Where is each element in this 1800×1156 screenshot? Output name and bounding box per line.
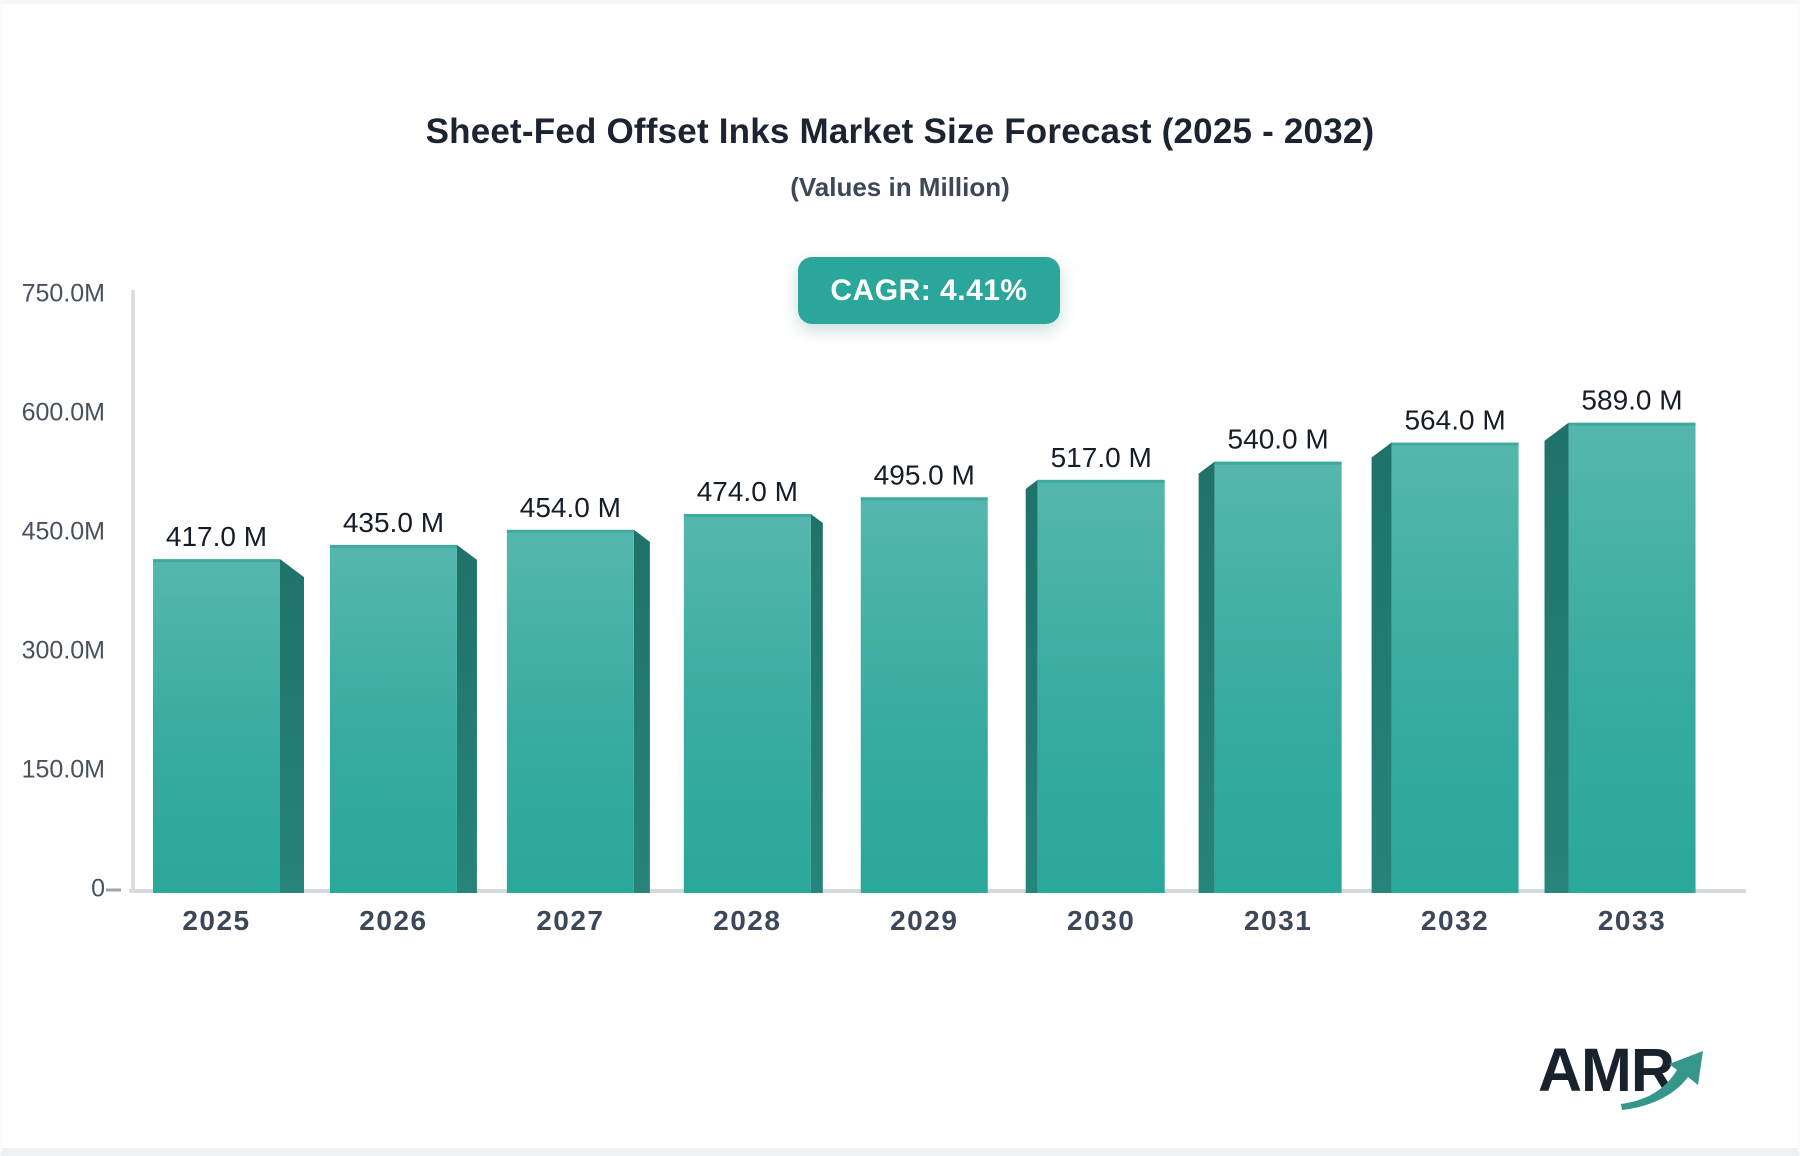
x-tick-label: 2028 <box>713 905 781 936</box>
bar-front-face <box>1037 479 1165 893</box>
cagr-badge: CAGR: 4.41% <box>798 257 1060 324</box>
bar-side-face <box>280 559 304 893</box>
growth-arrow-icon <box>1621 1051 1703 1110</box>
bar-group-2026: 435.0 M 2026 <box>329 507 477 936</box>
bar-chart: 0 150.0M 300.0M 450.0M 600.0M 750.0M 417.0 M 20… <box>22 280 1746 936</box>
bar-top-edge <box>1391 442 1519 446</box>
bar-side-face <box>1544 422 1569 893</box>
bar-group-2025: 417.0 M 2025 <box>153 521 304 936</box>
y-tick-label: 750.0M <box>22 280 105 308</box>
bar-group-2027: 454.0 M 2027 <box>506 492 650 936</box>
amr-logo: AMR <box>1538 1040 1738 1112</box>
bar-value-label: 435.0 M <box>343 507 444 538</box>
y-tick-label: 450.0M <box>22 518 105 546</box>
bar-value-label: 564.0 M <box>1404 405 1505 436</box>
bar-side-face <box>1025 479 1038 893</box>
bar-value-label: 495.0 M <box>874 459 975 490</box>
y-tick-label: 300.0M <box>22 637 105 665</box>
bar-top-edge <box>1037 479 1165 483</box>
x-tick-label: 2027 <box>536 905 604 936</box>
bar-group-2029: 495.0 M 2029 <box>860 459 988 936</box>
bar-group-2030: 517.0 M 2030 <box>1025 442 1165 936</box>
bar-side-face <box>633 529 650 893</box>
bar-value-label: 589.0 M <box>1581 385 1682 416</box>
y-tick-label: 600.0M <box>22 399 105 427</box>
bar-top-edge <box>329 544 457 548</box>
bar-top-edge <box>506 529 634 533</box>
bar-group-2028: 474.0 M 2028 <box>683 476 823 936</box>
chart-title: Sheet-Fed Offset Inks Market Size Foreca… <box>425 112 1375 151</box>
bar-group-2033: 589.0 M 2033 <box>1544 385 1696 936</box>
x-tick-label: 2032 <box>1421 905 1489 936</box>
bar-value-label: 417.0 M <box>166 521 267 552</box>
bar-front-face <box>1391 442 1519 893</box>
bar-front-face <box>1214 461 1342 893</box>
cagr-label: CAGR: 4.41% <box>830 273 1028 307</box>
bar-front-face <box>1568 422 1696 893</box>
bar-value-label: 454.0 M <box>520 492 621 523</box>
bar-front-face <box>506 529 634 893</box>
y-tick-label: 150.0M <box>22 756 105 784</box>
bar-top-edge <box>1214 461 1342 465</box>
chart-subtitle: (Values in Million) <box>790 172 1010 202</box>
bar-value-label: 474.0 M <box>697 476 798 507</box>
bar-front-face <box>860 497 988 893</box>
bar-side-face <box>810 513 823 893</box>
amr-logo-text: AMR <box>1538 1036 1675 1104</box>
bar-top-edge <box>1568 422 1696 426</box>
bar-top-edge <box>153 559 280 563</box>
bar-side-face <box>456 544 477 893</box>
y-tick-label: 0 <box>91 875 105 903</box>
bar-side-face <box>1371 442 1392 893</box>
bar-side-face <box>1198 461 1215 893</box>
x-tick-label: 2026 <box>359 905 427 936</box>
x-tick-label: 2030 <box>1067 905 1135 936</box>
bar-top-edge <box>860 497 988 501</box>
x-tick-label: 2033 <box>1598 905 1666 936</box>
bar-value-label: 540.0 M <box>1228 424 1329 455</box>
bar-front-face <box>683 513 811 893</box>
bar-value-label: 517.0 M <box>1051 442 1152 473</box>
x-tick-label: 2025 <box>182 905 250 936</box>
bar-group-2032: 564.0 M 2032 <box>1371 405 1519 936</box>
x-tick-label: 2029 <box>890 905 958 936</box>
bar-group-2031: 540.0 M 2031 <box>1198 424 1342 936</box>
bar-front-face <box>153 559 280 893</box>
x-tick-label: 2031 <box>1244 905 1312 936</box>
bar-front-face <box>329 544 457 893</box>
bar-top-edge <box>683 513 811 517</box>
